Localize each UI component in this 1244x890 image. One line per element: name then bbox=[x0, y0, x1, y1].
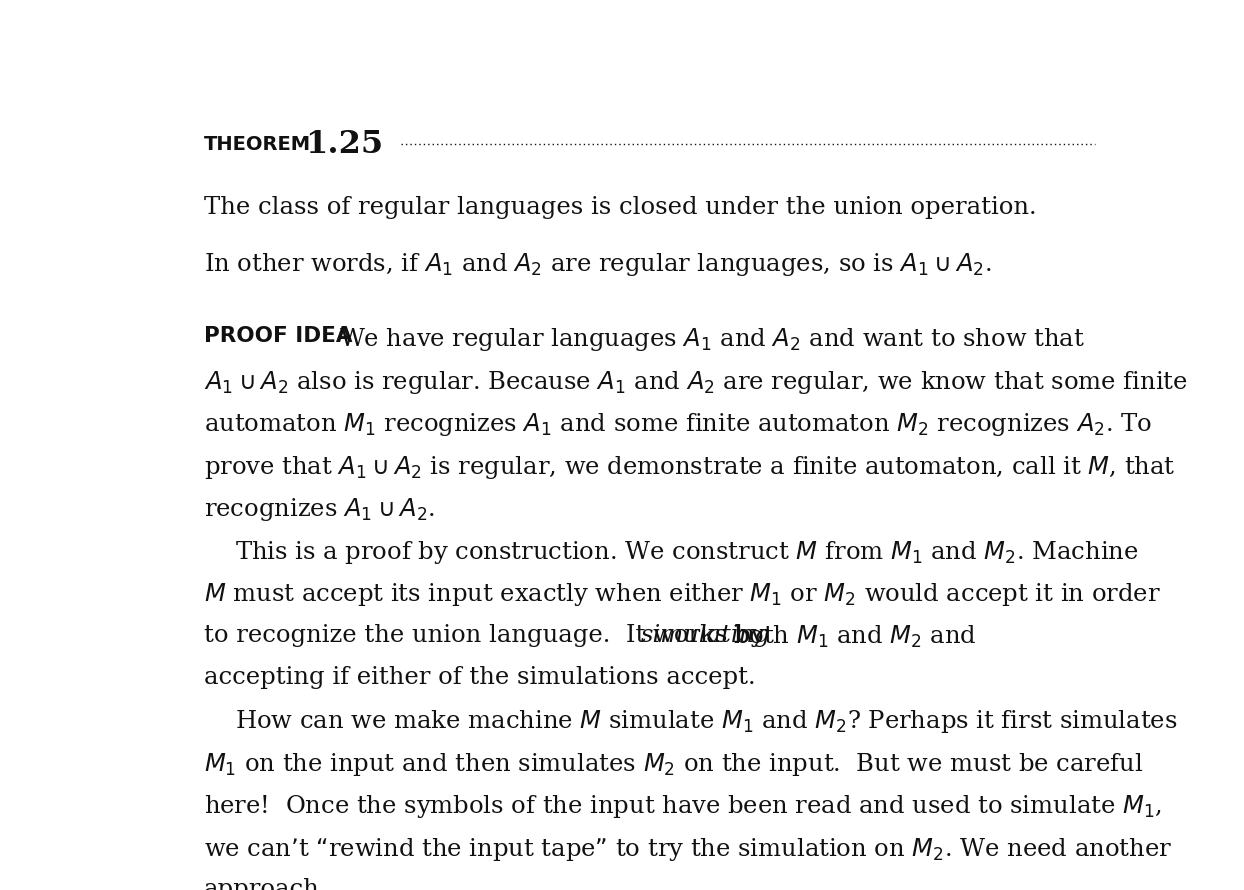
Text: In other words, if $A_1$ and $A_2$ are regular languages, so is $A_1 \cup A_2$.: In other words, if $A_1$ and $A_2$ are r… bbox=[204, 251, 991, 278]
Text: automaton $M_1$ recognizes $A_1$ and some finite automaton $M_2$ recognizes $A_2: automaton $M_1$ recognizes $A_1$ and som… bbox=[204, 411, 1152, 438]
Text: prove that $A_1 \cup A_2$ is regular, we demonstrate a finite automaton, call it: prove that $A_1 \cup A_2$ is regular, we… bbox=[204, 454, 1176, 481]
Text: accepting if either of the simulations accept.: accepting if either of the simulations a… bbox=[204, 666, 755, 689]
Text: This is a proof by construction. We construct $M$ from $M_1$ and $M_2$. Machine: This is a proof by construction. We cons… bbox=[235, 538, 1138, 565]
Text: here!  Once the symbols of the input have been read and used to simulate $M_1$,: here! Once the symbols of the input have… bbox=[204, 794, 1162, 821]
Text: PROOF IDEA: PROOF IDEA bbox=[204, 326, 352, 346]
Text: $M$ must accept its input exactly when either $M_1$ or $M_2$ would accept it in : $M$ must accept its input exactly when e… bbox=[204, 581, 1161, 608]
Text: simulating: simulating bbox=[641, 624, 770, 646]
Text: recognizes $A_1 \cup A_2$.: recognizes $A_1 \cup A_2$. bbox=[204, 496, 434, 523]
Text: approach.: approach. bbox=[204, 878, 327, 890]
Text: We have regular languages $A_1$ and $A_2$ and want to show that: We have regular languages $A_1$ and $A_2… bbox=[338, 326, 1085, 353]
Text: both $M_1$ and $M_2$ and: both $M_1$ and $M_2$ and bbox=[733, 624, 977, 650]
Text: 1.25: 1.25 bbox=[305, 129, 383, 160]
Text: we can’t “rewind the input tape” to try the simulation on $M_2$. We need another: we can’t “rewind the input tape” to try … bbox=[204, 836, 1172, 863]
Text: $M_1$ on the input and then simulates $M_2$ on the input.  But we must be carefu: $M_1$ on the input and then simulates $M… bbox=[204, 751, 1143, 778]
Text: to recognize the union language.  It works by: to recognize the union language. It work… bbox=[204, 624, 773, 646]
Text: The class of regular languages is closed under the union operation.: The class of regular languages is closed… bbox=[204, 196, 1036, 219]
Text: THEOREM: THEOREM bbox=[204, 135, 311, 154]
Text: $A_1 \cup A_2$ also is regular. Because $A_1$ and $A_2$ are regular, we know tha: $A_1 \cup A_2$ also is regular. Because … bbox=[204, 368, 1188, 395]
Text: How can we make machine $M$ simulate $M_1$ and $M_2$? Perhaps it first simulates: How can we make machine $M$ simulate $M_… bbox=[235, 708, 1177, 735]
